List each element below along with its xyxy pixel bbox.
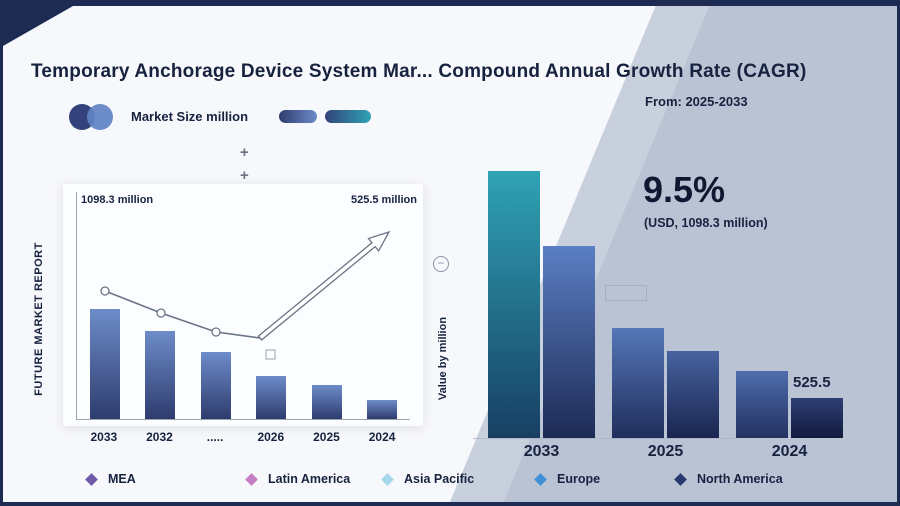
main-year-label: 2024 — [771, 443, 808, 460]
annotation-start-value: 1098.3 million — [81, 194, 154, 206]
main-bar-2024-1 — [736, 371, 788, 438]
mini-bar-2026 — [256, 376, 287, 419]
mini-bar-2024 — [367, 400, 398, 419]
main-bar-2024-2 — [791, 398, 843, 438]
period-label: From: 2025-2033 — [645, 94, 748, 109]
legend-item-asia-pacific: Asia Pacific — [381, 472, 475, 486]
mini-bar-slot — [188, 352, 244, 419]
gradient-pill-icon — [325, 110, 371, 123]
line-marker-icon — [156, 308, 166, 318]
main-bar-2033-1 — [488, 171, 540, 438]
main-bar-group-2033: 2033 — [488, 171, 595, 460]
legend-diamond-icon — [674, 472, 687, 486]
decor-square-icon — [265, 349, 276, 360]
legend-label: MEA — [108, 472, 136, 486]
circle-minus-icon: − — [433, 256, 449, 272]
legend-diamond-icon — [245, 472, 258, 486]
line-marker-icon — [211, 327, 221, 337]
mini-bar-slot — [299, 385, 355, 419]
legend-diamond-icon — [381, 472, 394, 486]
mini-bar-..... — [200, 352, 231, 419]
mini-x-label: ..... — [206, 430, 224, 444]
main-bar-2033-2 — [543, 246, 595, 438]
market-size-label: Market Size million — [131, 109, 249, 124]
annotation-end-value: 525.5 million — [350, 194, 417, 206]
mini-bar-slot — [355, 400, 411, 419]
legend-label: Europe — [557, 472, 601, 486]
mini-chart-panel: 1098.3 million 525.5 million — [63, 184, 423, 426]
legend-item-latin-america: Latin America — [245, 472, 351, 486]
legend-diamond-icon — [85, 472, 98, 486]
gradient-pill-icon — [279, 110, 317, 123]
main-year-label: 2025 — [647, 443, 684, 460]
side-watermark: FUTURE MARKET REPORT — [33, 242, 45, 396]
mini-chart-bars — [77, 192, 410, 419]
trend-line-arrow — [100, 230, 391, 360]
decor-rectangle — [605, 285, 647, 301]
mini-x-label: 2026 — [257, 430, 285, 444]
mini-chart-plot — [76, 192, 410, 420]
cagr-note: (USD, 1098.3 million) — [644, 216, 768, 230]
legend-item-mea: MEA — [85, 472, 136, 486]
legend-item-north-america: North America — [674, 472, 783, 486]
legend-item-europe: Europe — [534, 472, 601, 486]
value-callout: 525.5 — [793, 374, 831, 391]
legend-label: North America — [697, 472, 783, 486]
y-axis-label: Value by million — [437, 316, 449, 401]
main-bar-group-2024: 2024 — [736, 371, 843, 460]
legend-diamond-icon — [534, 472, 547, 486]
main-chart: 2033 2025 2024 — [473, 166, 873, 460]
legend-label: Latin America — [268, 472, 351, 486]
mini-x-label: 2033 — [90, 430, 118, 444]
mini-bar-slot — [133, 331, 189, 419]
page-title: Temporary Anchorage Device System Mar...… — [31, 61, 807, 82]
mini-x-label: 2024 — [368, 430, 396, 444]
x-axis-line — [473, 438, 735, 439]
mini-bar-2032 — [145, 331, 176, 419]
mini-bar-slot — [244, 376, 300, 419]
mini-bar-2025 — [311, 385, 342, 419]
growth-arrow-icon — [257, 230, 391, 341]
mini-bar-slot — [77, 309, 133, 419]
corner-triangle — [3, 6, 73, 46]
mini-x-label: 2025 — [313, 430, 340, 444]
mini-chart-x-labels: 2033 2032..... 2026 2025 2024 — [76, 430, 410, 444]
main-bar-2025-1 — [612, 328, 664, 438]
cagr-value: 9.5% — [643, 169, 726, 210]
plus-decor-icon: + — [240, 167, 249, 184]
line-marker-icon — [100, 286, 110, 296]
venn-circles-icon — [69, 104, 113, 130]
main-bar-group-2025: 2025 — [612, 328, 719, 460]
plus-decor-icon: + — [240, 144, 249, 161]
market-size-icon — [65, 102, 121, 137]
mini-bar-2033 — [89, 309, 120, 419]
legend-label: Asia Pacific — [404, 472, 475, 486]
main-bar-2025-2 — [667, 351, 719, 438]
mini-x-label: 2032 — [146, 430, 173, 444]
main-year-label: 2033 — [523, 443, 560, 460]
main-chart-groups: 2033 2025 2024 — [473, 166, 873, 460]
